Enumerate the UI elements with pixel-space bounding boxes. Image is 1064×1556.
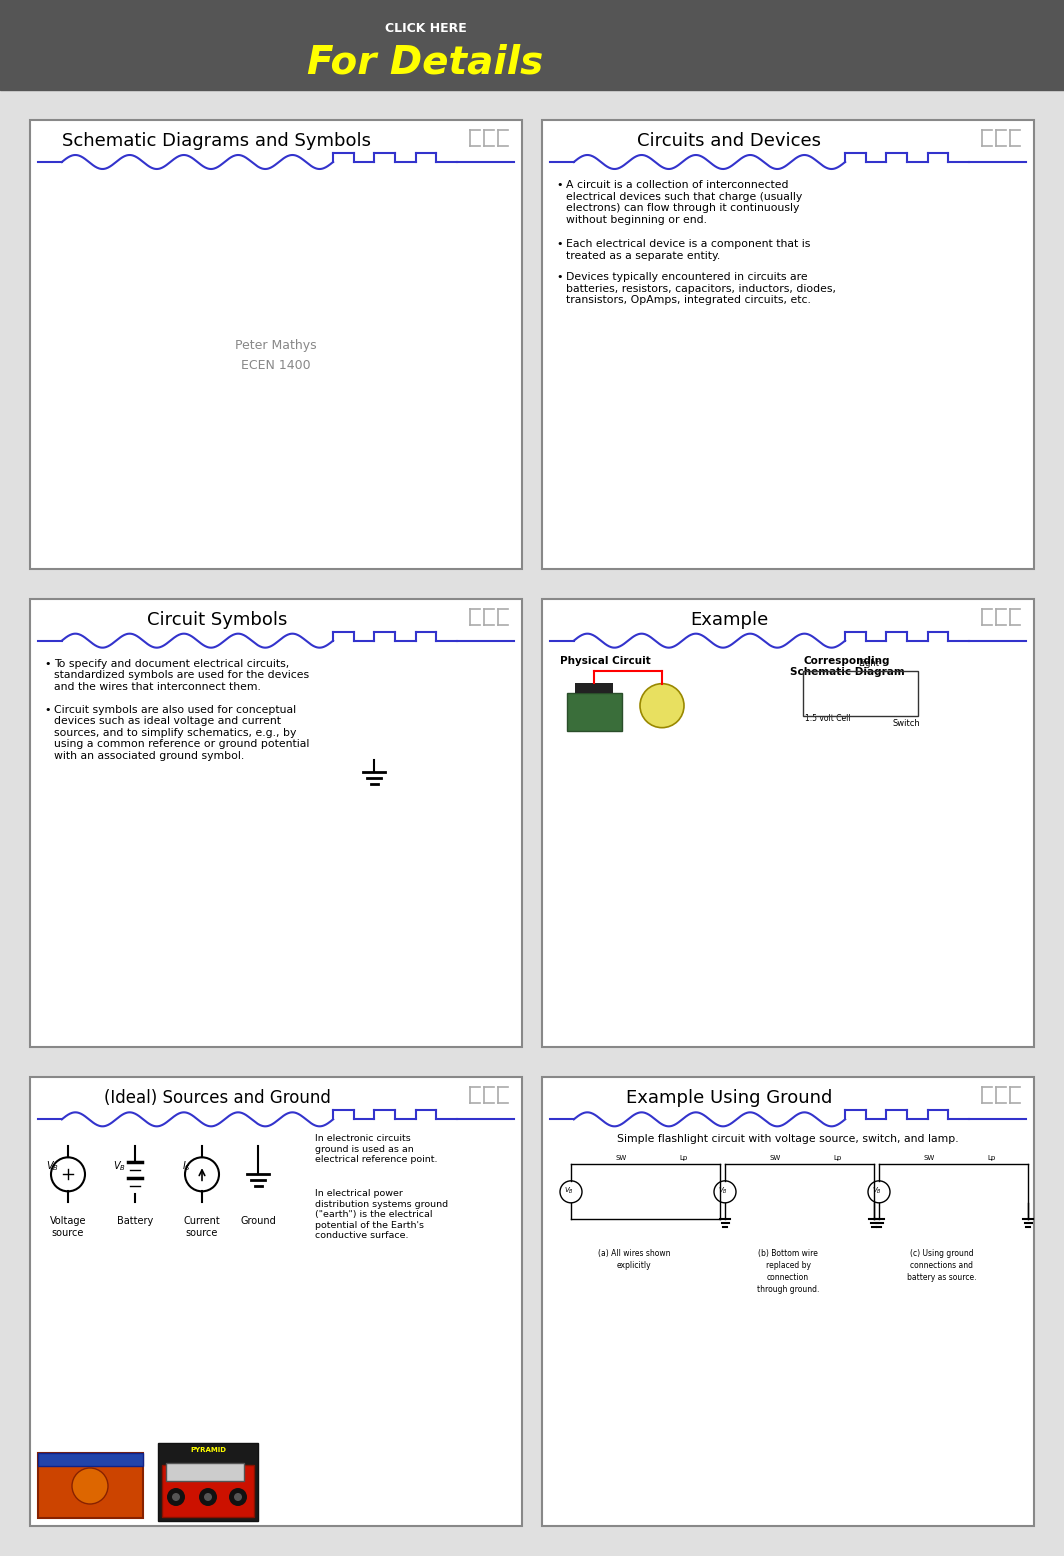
Text: Battery: Battery <box>117 1217 153 1226</box>
Text: Ground: Ground <box>240 1217 276 1226</box>
Text: Circuit Symbols: Circuit Symbols <box>147 610 287 629</box>
Text: $I_S$: $I_S$ <box>182 1159 190 1173</box>
Text: •: • <box>556 272 563 282</box>
Text: 1.5 volt Cell: 1.5 volt Cell <box>804 714 850 722</box>
Bar <box>802 671 918 716</box>
Text: To specify and document electrical circuits,
standardized symbols are used for t: To specify and document electrical circu… <box>54 658 310 692</box>
Circle shape <box>204 1494 212 1502</box>
Text: (a) All wires shown
explicitly: (a) All wires shown explicitly <box>598 1249 670 1270</box>
Text: Voltage
source: Voltage source <box>50 1217 86 1239</box>
Bar <box>157 1442 257 1522</box>
Text: Each electrical device is a component that is
treated as a separate entity.: Each electrical device is a component th… <box>566 240 811 260</box>
Text: (Ideal) Sources and Ground: (Ideal) Sources and Ground <box>103 1089 331 1108</box>
Circle shape <box>199 1488 217 1506</box>
Bar <box>30 599 522 1047</box>
Text: •: • <box>556 240 563 249</box>
Text: •: • <box>44 705 50 714</box>
Text: •: • <box>556 180 563 190</box>
Bar <box>38 1453 143 1519</box>
Text: $V_B$: $V_B$ <box>872 1186 882 1197</box>
Circle shape <box>229 1488 247 1506</box>
Text: CLICK HERE: CLICK HERE <box>385 22 466 34</box>
Text: $V_B$: $V_B$ <box>113 1159 126 1173</box>
Bar <box>30 120 522 568</box>
Text: For Details: For Details <box>307 44 544 81</box>
Circle shape <box>72 1467 109 1505</box>
Text: $V_B$: $V_B$ <box>718 1186 728 1197</box>
Text: $V_B$: $V_B$ <box>46 1159 59 1173</box>
Text: Switch: Switch <box>893 719 920 728</box>
Bar <box>30 1077 522 1526</box>
Text: Circuits and Devices: Circuits and Devices <box>637 132 821 149</box>
Circle shape <box>172 1494 180 1502</box>
Bar <box>38 1453 143 1466</box>
Circle shape <box>167 1488 185 1506</box>
Text: Lp: Lp <box>833 1156 842 1161</box>
Text: Corresponding
Schematic Diagram: Corresponding Schematic Diagram <box>789 655 904 677</box>
Circle shape <box>641 683 684 728</box>
Text: Simple flashlight circuit with voltage source, switch, and lamp.: Simple flashlight circuit with voltage s… <box>617 1134 959 1144</box>
Text: ECEN 1400: ECEN 1400 <box>242 359 311 372</box>
Text: Circuit symbols are also used for conceptual
devices such as ideal voltage and c: Circuit symbols are also used for concep… <box>54 705 310 761</box>
Text: Lp: Lp <box>679 1156 687 1161</box>
Text: Lp: Lp <box>987 1156 996 1161</box>
Text: In electronic circuits
ground is used as an
electrical reference point.: In electronic circuits ground is used as… <box>315 1134 438 1164</box>
Text: Example Using Ground: Example Using Ground <box>626 1089 832 1108</box>
Bar <box>542 1077 1034 1526</box>
Bar <box>542 120 1034 568</box>
Text: Physical Circuit: Physical Circuit <box>560 655 651 666</box>
Text: Current
source: Current source <box>184 1217 220 1239</box>
Text: SW: SW <box>769 1156 781 1161</box>
Text: 1/11/20: 1/11/20 <box>996 31 1044 45</box>
Bar <box>0 0 1064 90</box>
Text: SW: SW <box>924 1156 935 1161</box>
Text: Light: Light <box>858 658 879 668</box>
Text: $V_B$: $V_B$ <box>564 1186 573 1197</box>
Text: (b) Bottom wire
replaced by
connection
through ground.: (b) Bottom wire replaced by connection t… <box>757 1249 819 1293</box>
Text: Schematic Diagrams and Symbols: Schematic Diagrams and Symbols <box>63 132 371 149</box>
Text: In electrical power
distribution systems ground
("earth") is the electrical
pote: In electrical power distribution systems… <box>315 1189 449 1240</box>
Text: Example: Example <box>689 610 768 629</box>
Circle shape <box>234 1494 242 1502</box>
Text: (c) Using ground
connections and
battery as source.: (c) Using ground connections and battery… <box>908 1249 977 1282</box>
Text: A circuit is a collection of interconnected
electrical devices such that charge : A circuit is a collection of interconnec… <box>566 180 802 224</box>
Bar <box>162 1466 254 1517</box>
Text: •: • <box>44 658 50 669</box>
Text: Peter Mathys: Peter Mathys <box>235 339 317 352</box>
Bar <box>567 692 622 731</box>
Bar <box>542 599 1034 1047</box>
Text: Devices typically encountered in circuits are
batteries, resistors, capacitors, : Devices typically encountered in circuit… <box>566 272 836 305</box>
Bar <box>166 1463 244 1481</box>
Bar <box>575 683 613 692</box>
Text: SW: SW <box>616 1156 627 1161</box>
Text: PYRAMID: PYRAMID <box>190 1447 226 1453</box>
